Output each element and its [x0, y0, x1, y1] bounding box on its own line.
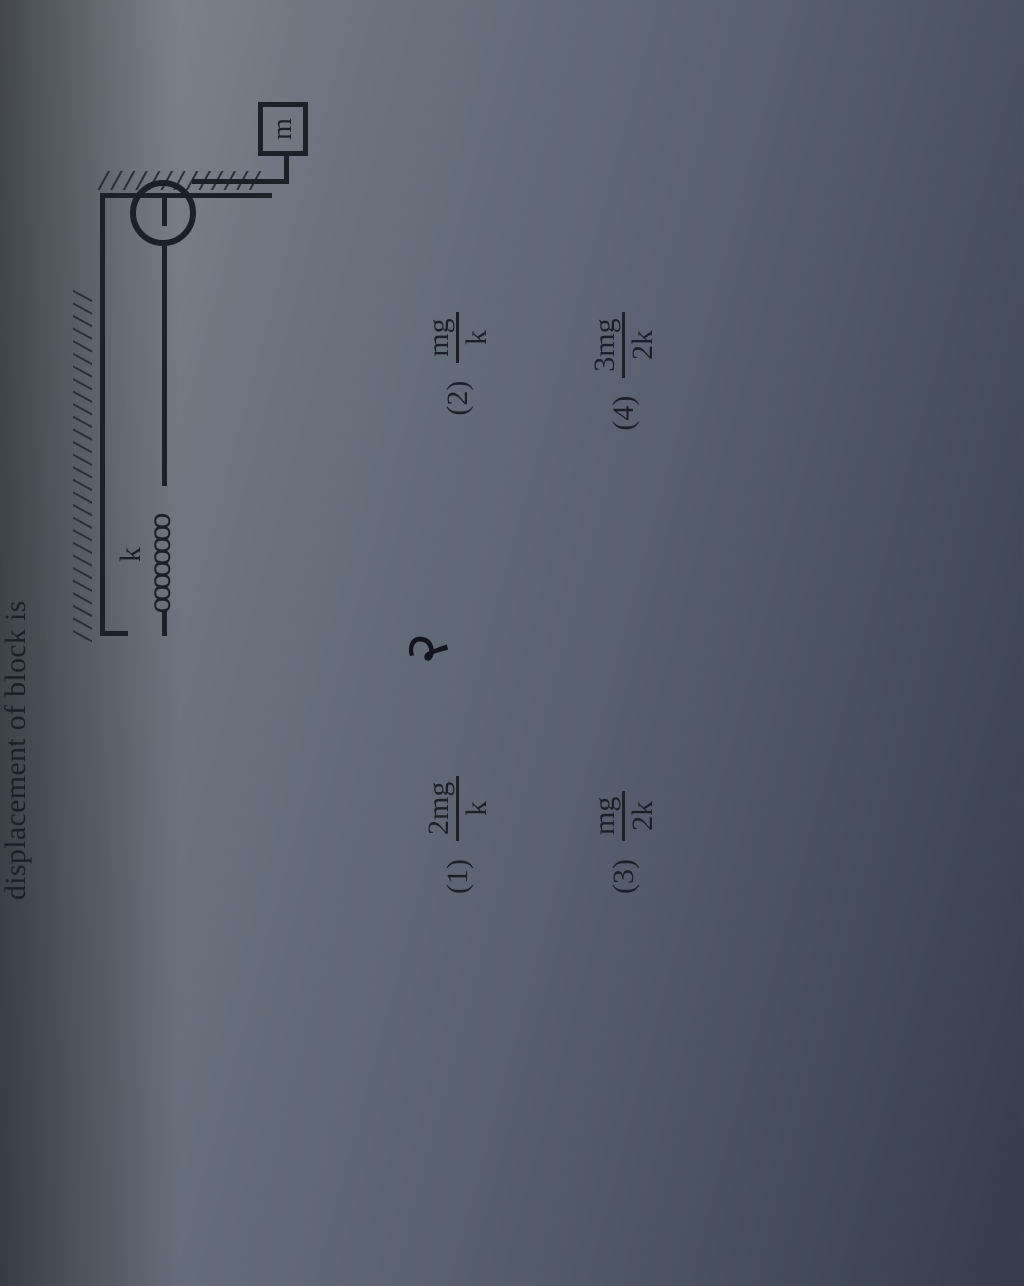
option-1-label: (1): [441, 859, 475, 894]
option-3-numer: mg: [589, 791, 623, 841]
option-2-label: (2): [441, 381, 475, 416]
mass-box: m: [258, 102, 308, 156]
ceiling-beam: [100, 198, 105, 636]
option-2[interactable]: (2) mg k: [423, 312, 493, 415]
figure-wrapper: //////////////////////////// ///////////…: [70, 0, 375, 964]
option-2-fraction: mg k: [423, 312, 493, 362]
spring-anchor-arm: [100, 631, 128, 636]
mass-connector: [284, 154, 289, 184]
pulley-axle: [162, 198, 167, 226]
option-3[interactable]: (3) mg 2k: [589, 791, 659, 894]
option-3-label: (3): [607, 859, 641, 894]
rotated-page: 71. A block of mass m is attached to an …: [0, 0, 1024, 1024]
ceiling-hatch: ////////////////////////////: [70, 291, 100, 644]
option-4-denom: 2k: [625, 324, 659, 366]
option-4-fraction: 3mg 2k: [589, 312, 659, 377]
option-1-fraction: 2mg k: [423, 776, 493, 841]
option-row-2: (3) mg 2k (4) 3mg 2k: [589, 0, 659, 894]
option-1-denom: k: [459, 795, 493, 822]
option-4[interactable]: (4) 3mg 2k: [589, 312, 659, 430]
string-horizontal: [162, 240, 167, 486]
option-row-1: (1) 2mg k (2) mg k: [423, 0, 493, 894]
content-region: 71. A block of mass m is attached to an …: [0, 0, 659, 964]
option-4-numer: 3mg: [589, 312, 623, 377]
option-2-denom: k: [459, 324, 493, 351]
mass-label: m: [267, 118, 298, 140]
option-3-fraction: mg 2k: [589, 791, 659, 841]
question-block: 71. A block of mass m is attached to an …: [0, 0, 40, 964]
spring-constant-label: k: [114, 547, 148, 562]
option-1-numer: 2mg: [423, 776, 457, 841]
options-block: (1) 2mg k (2) mg k २: [423, 0, 659, 894]
spring-coils-icon: oooooooo: [146, 518, 180, 614]
question-text: A block of mass m is attached to an unde…: [0, 0, 40, 900]
option-2-numer: mg: [423, 312, 457, 362]
option-1[interactable]: (1) 2mg k: [423, 776, 493, 894]
option-4-label: (4): [607, 396, 641, 431]
string-vertical: [192, 179, 288, 184]
option-3-denom: 2k: [625, 795, 659, 837]
pulley-spring-figure: //////////////////////////// ///////////…: [70, 84, 370, 644]
